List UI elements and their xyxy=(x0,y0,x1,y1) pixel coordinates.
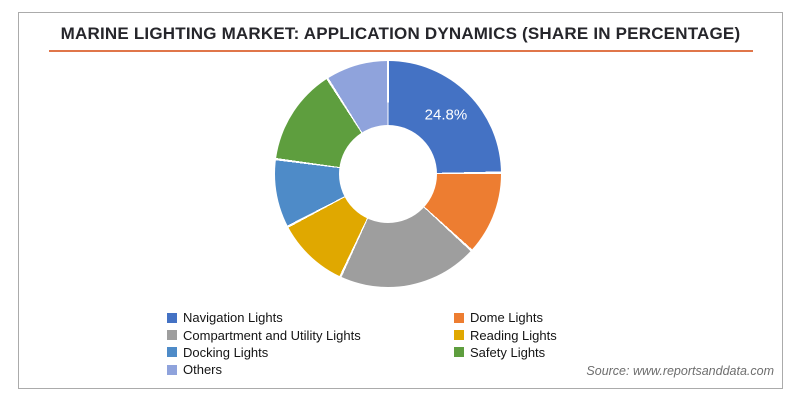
legend-swatch-icon xyxy=(167,347,177,358)
chart-title: MARINE LIGHTING MARKET: APPLICATION DYNA… xyxy=(60,24,741,43)
legend-label: Docking Lights xyxy=(183,344,269,360)
legend-label: Compartment and Utility Lights xyxy=(183,327,361,343)
legend-swatch-icon xyxy=(454,312,464,323)
legend-item-reading-lights: Reading Lights xyxy=(454,326,557,343)
legend-label: Reading Lights xyxy=(470,327,557,343)
donut-hole xyxy=(339,125,437,223)
slice-data-label: 24.8% xyxy=(424,106,468,124)
legend-item-navigation-lights: Navigation Lights xyxy=(167,309,361,326)
legend-item-compartment-and-utility-lights: Compartment and Utility Lights xyxy=(167,326,361,343)
legend-label: Dome Lights xyxy=(470,310,543,326)
legend-label: Safety Lights xyxy=(470,344,546,360)
chart-card: MARINE LIGHTING MARKET: APPLICATION DYNA… xyxy=(18,12,783,389)
legend-swatch-icon xyxy=(167,330,177,341)
title-underline xyxy=(49,50,753,52)
legend-item-others: Others xyxy=(167,361,361,378)
legend-label: Navigation Lights xyxy=(183,310,283,326)
legend-swatch-icon xyxy=(454,347,464,358)
legend-item-dome-lights: Dome Lights xyxy=(454,309,557,326)
legend-column-right: Dome Lights Reading Lights Safety Lights xyxy=(454,309,557,361)
legend-column-left: Navigation Lights Compartment and Utility… xyxy=(167,309,361,379)
legend-item-safety-lights: Safety Lights xyxy=(454,344,557,361)
source-credit: Source: www.reportsanddata.com xyxy=(586,364,774,378)
legend-label: Others xyxy=(183,362,223,378)
legend-swatch-icon xyxy=(167,312,177,323)
legend-swatch-icon xyxy=(454,330,464,341)
donut-chart-area: 24.8% xyxy=(275,61,501,287)
legend-item-docking-lights: Docking Lights xyxy=(167,344,361,361)
legend-swatch-icon xyxy=(167,364,177,375)
